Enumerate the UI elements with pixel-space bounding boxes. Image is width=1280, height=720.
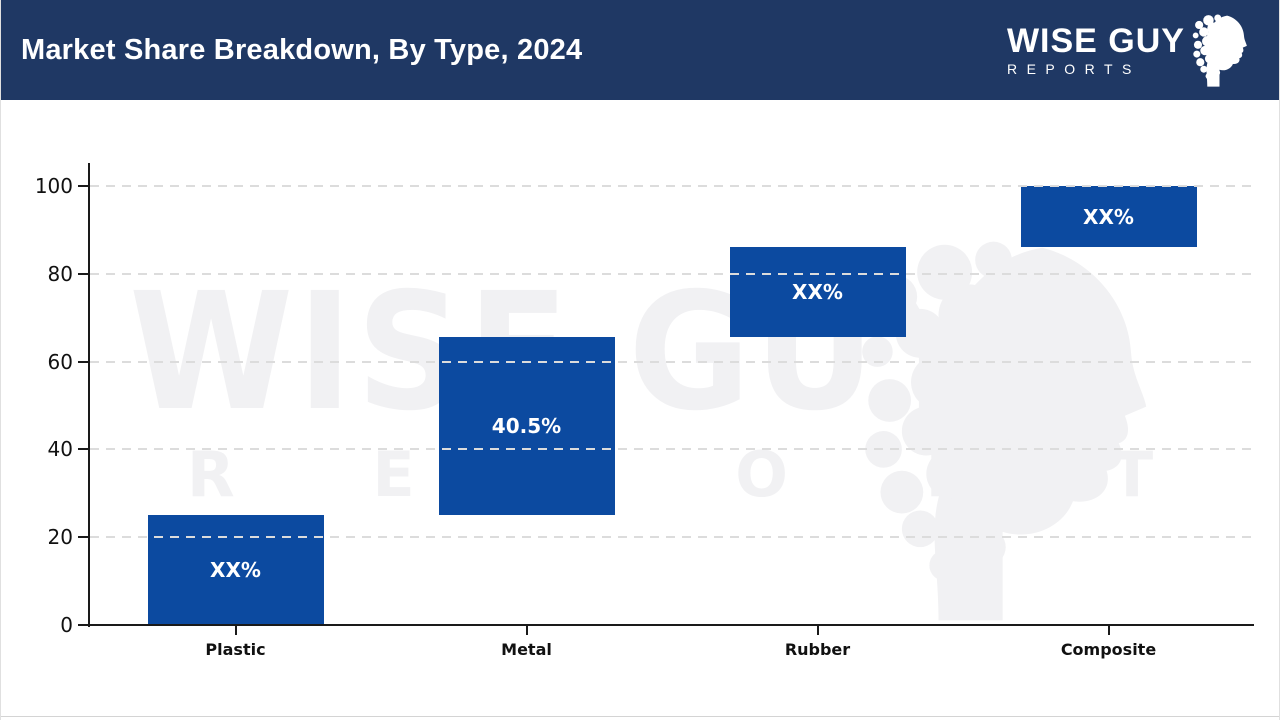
y-axis-line [88, 163, 90, 627]
x-tick-metal [525, 626, 528, 635]
y-tick-label-40: 40 [47, 437, 73, 462]
x-axis-line [88, 624, 1254, 626]
y-tick-label-100: 100 [34, 174, 73, 198]
gridline-100 [90, 185, 1254, 187]
logo-face-icon [1192, 14, 1247, 87]
page-title: Market Share Breakdown, By Type, 2024 [21, 33, 583, 66]
logo-reports-label: REPORTS [1006, 60, 1141, 77]
wise-guy-reports-logo: WISE GUY REPORTS [1007, 11, 1255, 89]
bar-value-label-rubber: XX% [792, 280, 843, 305]
x-tick-composite [1107, 626, 1110, 635]
y-tick-label-60: 60 [47, 349, 73, 374]
header-bar: Market Share Breakdown, By Type, 2024 WI… [1, 0, 1279, 100]
gridline-60 [90, 360, 1254, 363]
gridline-40 [90, 448, 1254, 451]
gridline-20 [90, 536, 1254, 539]
bar-metal: 40.5% [438, 337, 615, 516]
y-tick-0 [78, 624, 88, 626]
bar-plastic: XX% [147, 515, 324, 625]
bar-composite: XX% [1020, 186, 1197, 248]
y-tick-20 [78, 536, 88, 539]
logo-text: WISE GUY REPORTS [1007, 24, 1185, 77]
x-category-label-metal: Metal [501, 640, 552, 659]
bar-value-label-metal: 40.5% [491, 414, 562, 439]
y-tick-60 [78, 360, 88, 363]
bar-value-label-composite: XX% [1083, 204, 1134, 229]
x-category-label-rubber: Rubber [784, 640, 851, 659]
bar-rubber: XX% [729, 247, 906, 338]
y-tick-100 [78, 185, 88, 187]
x-tick-plastic [234, 626, 237, 635]
y-tick-label-20: 20 [47, 525, 73, 550]
x-tick-rubber [816, 626, 819, 635]
x-category-label-composite: Composite [1060, 640, 1157, 659]
y-tick-80 [78, 272, 88, 275]
gridline-80 [90, 272, 1254, 275]
x-category-label-plastic: Plastic [205, 640, 266, 659]
logo-wordmark: WISE GUY [1006, 21, 1185, 60]
bar-value-label-plastic: XX% [210, 558, 261, 583]
y-tick-40 [78, 448, 88, 451]
y-tick-label-80: 80 [47, 261, 73, 286]
y-tick-label-0: 0 [60, 613, 73, 637]
footer-divider [1, 716, 1279, 717]
